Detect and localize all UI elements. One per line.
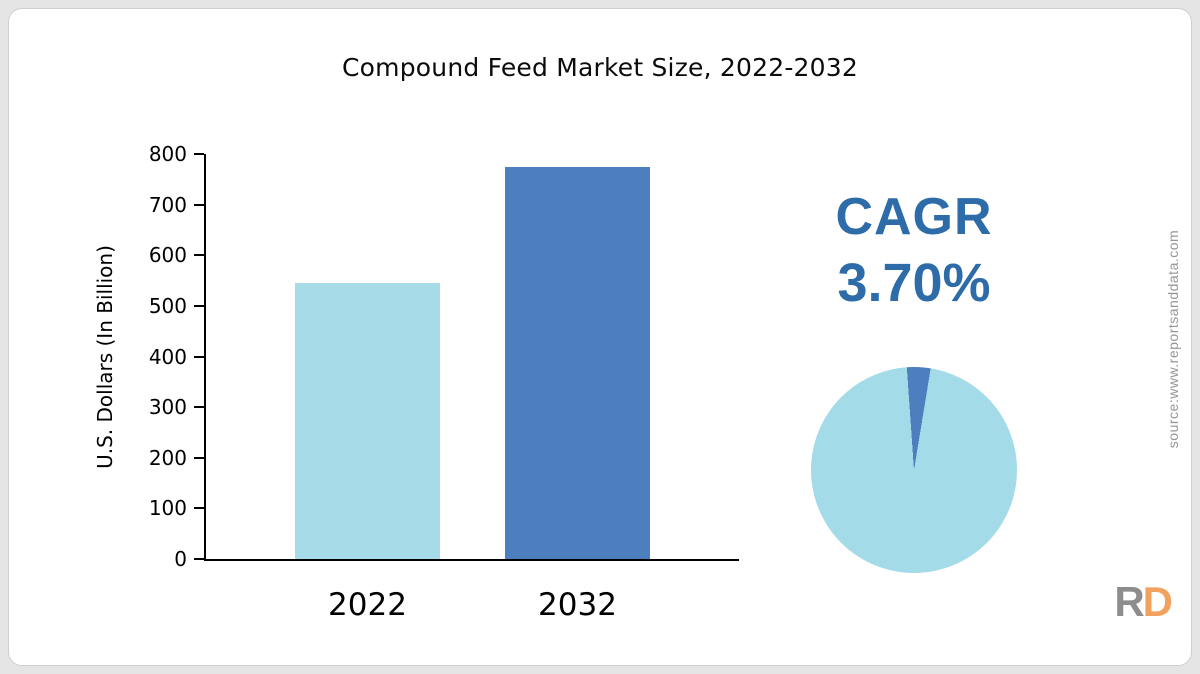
y-tick: 600	[149, 243, 204, 267]
bar-2022	[295, 283, 440, 559]
bars	[206, 154, 739, 559]
chart-title: Compound Feed Market Size, 2022-2032	[342, 53, 858, 82]
bar-chart-plot: 0 100 200 300 400 500 600 700 800 2022 2032	[149, 142, 739, 623]
y-tick-label: 600	[148, 243, 187, 268]
y-tick-label: 200	[148, 445, 187, 470]
x-tick-label: 2022	[328, 587, 407, 623]
y-axis-label: U.S. Dollars (In Billion)	[93, 245, 117, 469]
y-tick-label: 400	[148, 344, 187, 369]
y-tick-label: 700	[148, 192, 187, 217]
y-tick-mark	[194, 153, 204, 155]
y-tick: 500	[149, 294, 204, 318]
y-tick-label: 800	[148, 142, 187, 166]
cagr-block: CAGR 3.70%	[799, 188, 1029, 322]
bar-2032	[505, 166, 650, 559]
logo-letter-r: R	[1114, 578, 1145, 625]
y-tick-mark	[194, 254, 204, 257]
brand-logo: R D	[1114, 581, 1173, 623]
y-tick: 800	[149, 142, 204, 166]
x-tick-label: 2032	[538, 587, 617, 623]
y-tick: 400	[149, 345, 204, 369]
y-tick-label: 0	[174, 547, 187, 571]
y-tick-mark	[194, 355, 204, 358]
x-labels: 2022 2032	[206, 587, 739, 623]
y-tick: 300	[149, 395, 204, 419]
y-tick: 0	[174, 547, 204, 571]
y-tick-mark	[194, 456, 204, 459]
y-tick-mark	[194, 304, 204, 307]
chart-card: Compound Feed Market Size, 2022-2032 U.S…	[8, 8, 1192, 666]
y-tick-label: 300	[148, 395, 187, 420]
y-tick-label: 500	[148, 293, 187, 318]
cagr-label: CAGR	[835, 188, 993, 246]
cagr-value: 3.70%	[837, 253, 991, 314]
y-tick-mark	[194, 203, 204, 206]
y-tick-mark	[194, 406, 204, 409]
logo-letter-d: D	[1142, 578, 1173, 625]
y-tick-mark	[194, 558, 204, 560]
y-tick: 200	[149, 446, 204, 470]
y-tick: 100	[149, 496, 204, 520]
cagr-pie-chart	[811, 367, 1017, 573]
source-attribution: source:www.reportsanddata.com	[1165, 229, 1181, 449]
y-tick: 700	[149, 193, 204, 217]
y-tick-mark	[194, 507, 204, 510]
y-tick-label: 100	[148, 496, 187, 521]
